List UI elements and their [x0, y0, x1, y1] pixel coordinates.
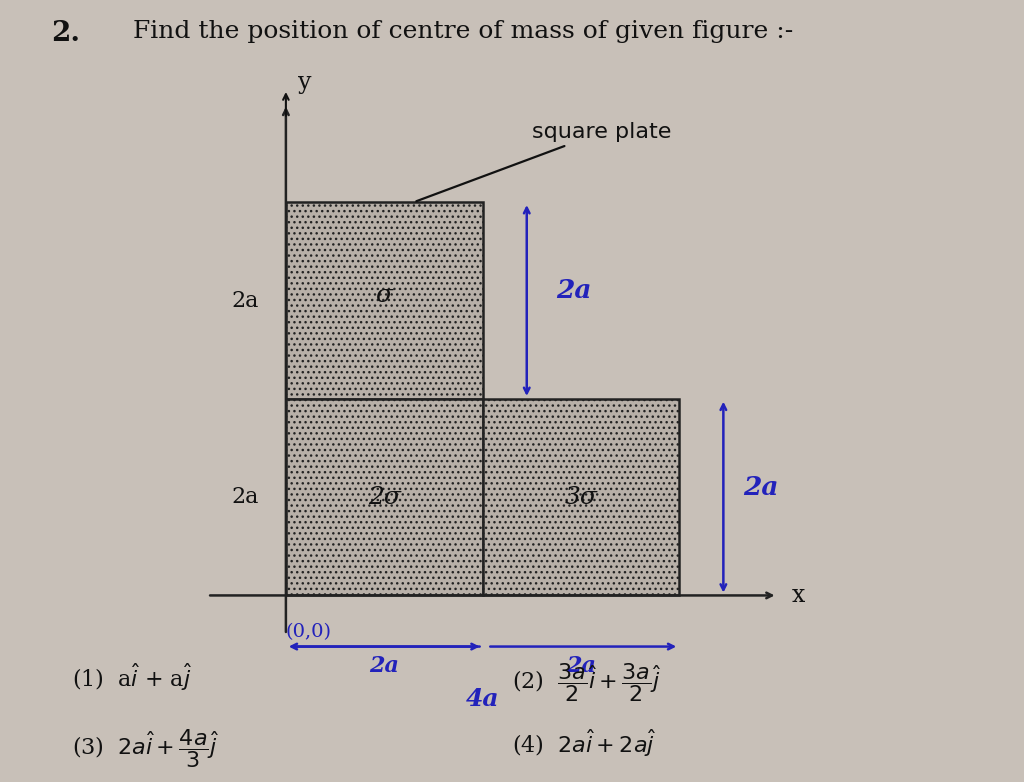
Bar	[482, 399, 679, 595]
Text: Find the position of centre of mass of given figure :-: Find the position of centre of mass of g…	[133, 20, 794, 42]
Text: 2a: 2a	[566, 655, 596, 677]
Text: x: x	[793, 584, 806, 607]
Text: 4a: 4a	[466, 687, 500, 711]
Text: (3)  $2a\hat{i}+\dfrac{4a}{3}\hat{j}$: (3) $2a\hat{i}+\dfrac{4a}{3}\hat{j}$	[72, 727, 219, 770]
Text: 2a: 2a	[556, 278, 592, 303]
Text: y: y	[298, 71, 311, 94]
Bar	[286, 203, 482, 399]
Text: 2a: 2a	[231, 486, 258, 508]
Text: (1)  a$\hat{i}$ + a$\hat{j}$: (1) a$\hat{i}$ + a$\hat{j}$	[72, 661, 193, 693]
Text: 2σ: 2σ	[368, 486, 400, 508]
Text: 2.: 2.	[51, 20, 80, 47]
Text: (2)  $\dfrac{3a}{2}\hat{i}+\dfrac{3a}{2}\hat{j}$: (2) $\dfrac{3a}{2}\hat{i}+\dfrac{3a}{2}\…	[512, 661, 662, 704]
Text: 2a: 2a	[370, 655, 399, 677]
Text: 3σ: 3σ	[564, 486, 597, 508]
Text: σ: σ	[376, 284, 393, 307]
Text: (4)  $2a\hat{i}+2a\hat{j}$: (4) $2a\hat{i}+2a\hat{j}$	[512, 727, 656, 759]
Text: 2a: 2a	[231, 289, 258, 311]
Text: square plate: square plate	[417, 122, 671, 201]
Text: 2a: 2a	[743, 475, 778, 500]
Bar	[286, 399, 482, 595]
Text: (0,0): (0,0)	[286, 623, 332, 641]
